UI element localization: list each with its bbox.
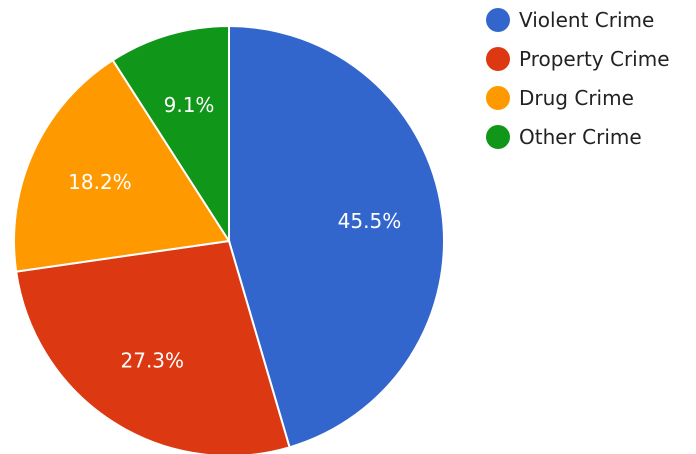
legend-item-other-crime: Other Crime (486, 125, 642, 149)
legend-item-drug-crime: Drug Crime (486, 86, 634, 110)
legend-swatch-drug-crime (486, 86, 510, 110)
legend-item-property-crime: Property Crime (486, 47, 670, 71)
legend-label-drug-crime: Drug Crime (519, 86, 634, 110)
slice-label-drug-crime: 18.2% (68, 170, 132, 194)
slice-label-property-crime: 27.3% (121, 348, 185, 372)
pie-slice-violent-crime (228, 24, 445, 449)
legend-swatch-violent-crime (486, 8, 510, 32)
legend: Violent Crime Property Crime Drug Crime Oth… (486, 8, 670, 149)
pie-slice-property-crime (15, 239, 291, 454)
pie-slices (13, 24, 445, 454)
legend-item-violent-crime: Violent Crime (486, 8, 654, 32)
pie-slice-drug-crime (13, 58, 231, 273)
slice-label-other-crime: 9.1% (164, 93, 215, 117)
pie-slice-labels: 45.5% 27.3% 18.2% 9.1% (68, 93, 401, 373)
legend-label-violent-crime: Violent Crime (519, 8, 654, 32)
legend-label-property-crime: Property Crime (519, 47, 670, 71)
legend-swatch-other-crime (486, 125, 510, 149)
pie-slice-other-crime (111, 24, 230, 245)
legend-label-other-crime: Other Crime (519, 125, 642, 149)
slice-label-violent-crime: 45.5% (338, 209, 402, 233)
legend-swatch-property-crime (486, 47, 510, 71)
